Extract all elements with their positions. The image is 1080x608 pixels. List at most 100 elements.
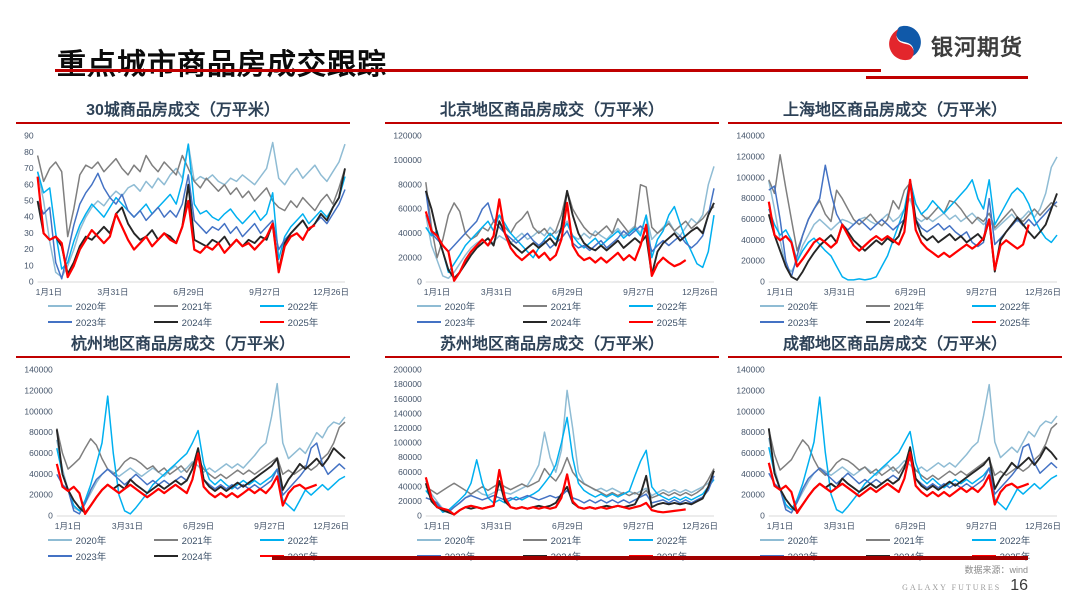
x-tick-label: 3月31日 xyxy=(824,287,855,297)
legend-swatch xyxy=(47,554,72,558)
legend-item-2024年: 2024年 xyxy=(130,549,236,563)
x-tick-label: 9月27日 xyxy=(623,521,654,531)
series-line-2022年 xyxy=(425,416,715,514)
y-tick-label: 20000 xyxy=(398,496,422,506)
legend-item-2023年: 2023年 xyxy=(24,549,130,563)
legend-swatch xyxy=(153,304,178,308)
chart-title-underline xyxy=(385,122,719,124)
legend-swatch xyxy=(47,320,72,324)
legend-swatch xyxy=(759,320,784,324)
x-tick-label: 6月29日 xyxy=(552,521,583,531)
legend-label: 2023年 xyxy=(787,318,819,329)
chart-legend: 2020年 2021年 2022年 2023年 2024年 2025年 xyxy=(16,299,350,329)
y-tick-label: 120000 xyxy=(736,385,765,395)
legend-item-2024年: 2024年 xyxy=(130,315,236,329)
y-tick-label: 100000 xyxy=(736,406,765,416)
legend-label: 2022年 xyxy=(999,536,1031,547)
legend-item-2020年: 2020年 xyxy=(24,533,130,547)
x-tick-label: 6月29日 xyxy=(895,287,926,297)
legend-label: 2022年 xyxy=(287,536,319,547)
y-tick-label: 100000 xyxy=(736,172,765,182)
legend-swatch xyxy=(153,538,178,542)
legend-label: 2022年 xyxy=(656,536,688,547)
footer-brand-line: GALAXY FUTURES 16 xyxy=(820,577,1028,595)
y-tick-label: 120000 xyxy=(393,131,422,141)
y-tick-label: 40000 xyxy=(741,469,765,479)
y-tick-label: 80000 xyxy=(398,452,422,462)
y-tick-label: 40 xyxy=(24,212,34,222)
y-tick-label: 60000 xyxy=(741,448,765,458)
x-tick-label: 12月26日 xyxy=(682,521,718,531)
x-tick-label: 3月31日 xyxy=(481,287,512,297)
chart-cell-suzhou: 苏州地区商品房成交（万平米） 0 20000 40000 60000 80000 1000… xyxy=(385,334,719,564)
x-tick-label: 1月1日 xyxy=(424,521,450,531)
legend-label: 2023年 xyxy=(444,318,476,329)
y-tick-label: 20000 xyxy=(741,490,765,500)
legend-label: 2022年 xyxy=(656,302,688,313)
series-line-2022年 xyxy=(768,396,1058,514)
y-tick-label: 0 xyxy=(760,277,765,287)
y-tick-label: 120000 xyxy=(24,385,53,395)
legend-item-2020年: 2020年 xyxy=(24,299,130,313)
y-tick-label: 100000 xyxy=(393,438,422,448)
chart-title-underline xyxy=(385,356,719,358)
series-line-2022年 xyxy=(56,395,346,515)
series-line-2024年 xyxy=(424,189,715,280)
line-chart-shanghai: 0 20000 40000 60000 80000 100000 120000 140000 1… xyxy=(728,128,1062,298)
legend-label: 2022年 xyxy=(287,302,319,313)
legend-swatch xyxy=(416,320,441,324)
series-line-2025年 xyxy=(767,178,1030,271)
y-tick-label: 60000 xyxy=(741,214,765,224)
legend-item-2022年: 2022年 xyxy=(948,299,1054,313)
legend-item-2022年: 2022年 xyxy=(236,533,342,547)
legend-item-2020年: 2020年 xyxy=(736,299,842,313)
legend-swatch xyxy=(259,538,284,542)
y-tick-label: 40000 xyxy=(29,469,53,479)
legend-label: 2020年 xyxy=(787,302,819,313)
series-line-2025年 xyxy=(55,452,318,515)
legend-swatch xyxy=(153,320,178,324)
header-underline xyxy=(55,69,881,72)
legend-swatch xyxy=(865,320,890,324)
chart-legend: 2020年 2021年 2022年 2023年 2024年 2025年 xyxy=(385,299,719,329)
y-tick-label: 60000 xyxy=(29,448,53,458)
legend-item-2021年: 2021年 xyxy=(499,299,605,313)
y-tick-label: 180000 xyxy=(393,379,422,389)
legend-item-2024年: 2024年 xyxy=(499,315,605,329)
galaxy-swirl-icon xyxy=(886,24,924,67)
legend-swatch xyxy=(259,320,284,324)
x-tick-label: 9月27日 xyxy=(966,287,997,297)
legend-label: 2020年 xyxy=(75,536,107,547)
legend-label: 2021年 xyxy=(181,536,213,547)
x-tick-label: 12月26日 xyxy=(682,287,718,297)
legend-item-2023年: 2023年 xyxy=(24,315,130,329)
chart-title: 北京地区商品房成交（万平米） xyxy=(439,102,664,119)
y-tick-label: 80 xyxy=(24,147,34,157)
chart-title-underline xyxy=(16,122,350,124)
y-tick-label: 10 xyxy=(24,260,34,270)
legend-label: 2024年 xyxy=(550,318,582,329)
x-tick-label: 3月31日 xyxy=(824,521,855,531)
x-tick-label: 1月1日 xyxy=(36,287,62,297)
legend-label: 2025年 xyxy=(287,318,319,329)
chart-cell-shanghai: 上海地区商品房成交（万平米） 0 20000 40000 60000 80000 1000… xyxy=(728,100,1062,330)
legend-swatch xyxy=(153,554,178,558)
legend-label: 2022年 xyxy=(999,302,1031,313)
series-line-2022年 xyxy=(36,143,346,270)
logo-underline xyxy=(866,76,1028,79)
y-tick-label: 120000 xyxy=(736,151,765,161)
chart-cell-beijing: 北京地区商品房成交（万平米） 0 20000 40000 60000 80000 1000… xyxy=(385,100,719,330)
line-chart-chengdu: 0 20000 40000 60000 80000 100000 120000 140000 1… xyxy=(728,362,1062,532)
line-chart-suzhou: 0 20000 40000 60000 80000 100000 120000 140000 1… xyxy=(385,362,719,532)
series-line-2023年 xyxy=(425,188,715,253)
series-line-2020年 xyxy=(36,141,346,278)
legend-swatch xyxy=(759,538,784,542)
line-chart-30cities: 0 10 20 30 40 50 60 70 80 90 1月1日 3月31日 6月29日 9月27日 12… xyxy=(16,128,350,298)
legend-swatch xyxy=(47,304,72,308)
legend-item-2025年: 2025年 xyxy=(605,315,711,329)
y-tick-label: 80000 xyxy=(398,179,422,189)
series-line-2024年 xyxy=(424,470,715,516)
legend-swatch xyxy=(416,304,441,308)
y-tick-label: 70 xyxy=(24,163,34,173)
legend-item-2020年: 2020年 xyxy=(736,533,842,547)
